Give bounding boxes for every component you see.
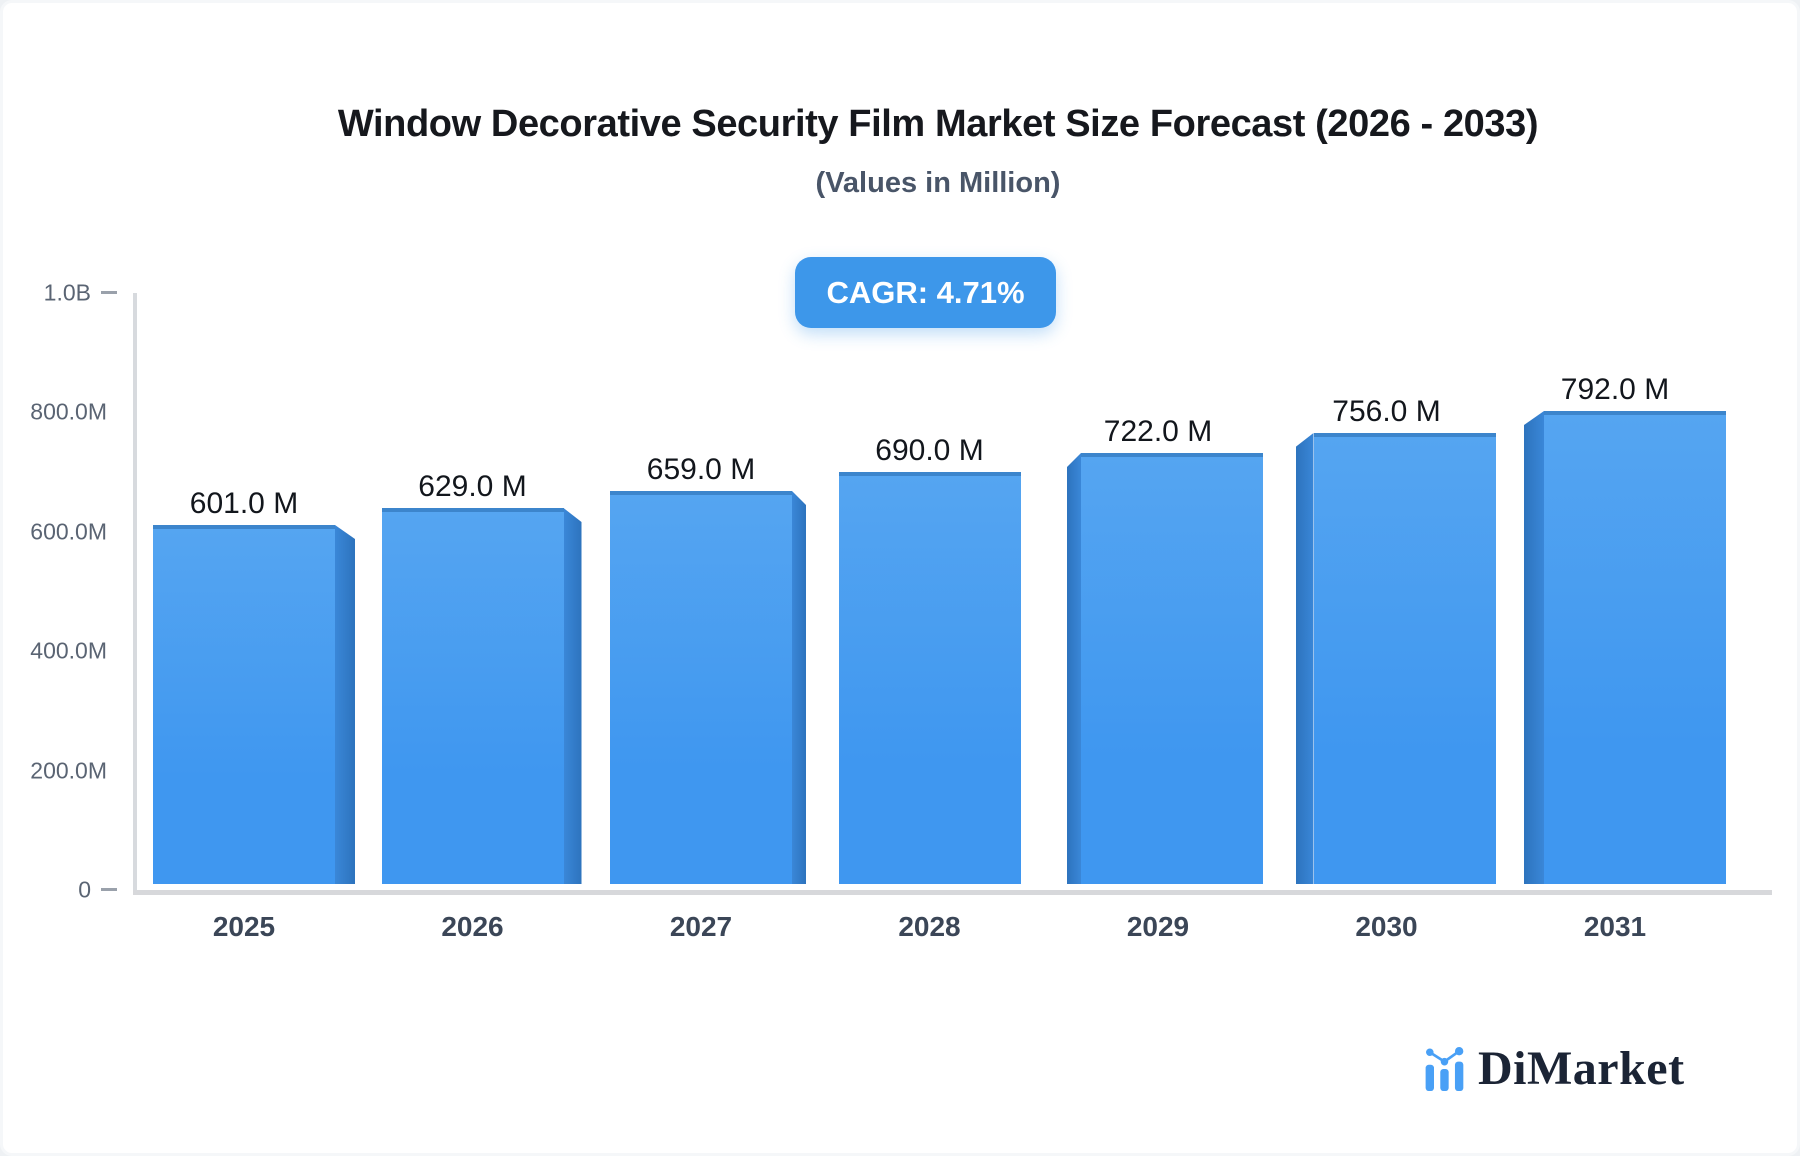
brand-name: DiMarket: [1478, 1042, 1685, 1095]
bar-2029: [1067, 453, 1263, 884]
y-tick-label: 200.0M: [30, 757, 107, 784]
x-category-label: 2029: [1126, 911, 1190, 942]
bar-2028: [838, 472, 1021, 884]
y-tick-label: 800.0M: [30, 398, 107, 425]
x-category-label: 2025: [212, 911, 276, 942]
bar-2026: [381, 508, 582, 884]
bar-front-face: [838, 472, 1021, 884]
y-tick-label: 1.0B: [43, 279, 91, 306]
bar-value-label: 629.0 M: [418, 470, 527, 503]
bar-2025: [153, 525, 355, 884]
bar-value-label: 756.0 M: [1332, 395, 1441, 428]
cagr-badge: CAGR: 4.71%: [795, 257, 1056, 328]
y-tick-label: 0: [78, 876, 91, 903]
x-axis-line: [133, 890, 1772, 895]
y-tick-label: 600.0M: [30, 518, 107, 545]
x-category-label: 2026: [441, 911, 504, 942]
bar-side-face: [563, 508, 582, 884]
bar-2027: [610, 491, 806, 884]
bar-2031: [1524, 411, 1726, 884]
bar-front-face: [1544, 411, 1726, 884]
bar-value-label: 722.0 M: [1103, 415, 1213, 448]
y-tick-dash: [101, 291, 117, 294]
bar-value-label: 601.0 M: [189, 487, 299, 520]
page-subtitle: (Values in Million): [815, 167, 1061, 199]
bar-front-face: [610, 491, 792, 884]
bar-front-face: [153, 525, 335, 884]
y-axis-line: [133, 293, 137, 895]
x-category-label: 2030: [1355, 911, 1418, 942]
bar-value-label: 792.0 M: [1560, 373, 1670, 406]
bar-side-face: [335, 525, 355, 884]
bar-side-face: [1067, 453, 1081, 884]
bar-side-face: [792, 491, 806, 884]
bar-side-face: [1295, 433, 1314, 884]
x-category-label: 2028: [898, 911, 961, 942]
brand-logo: DiMarket: [1425, 1042, 1685, 1095]
bar-front-face: [1081, 453, 1263, 884]
bar-2030: [1295, 433, 1496, 884]
x-category-label: 2031: [1583, 911, 1647, 942]
brand-chart-icon: [1425, 1047, 1464, 1091]
bar-front-face: [381, 508, 564, 884]
x-category-label: 2027: [669, 911, 733, 942]
bar-value-label: 690.0 M: [875, 434, 984, 467]
bar-side-face: [1524, 411, 1544, 884]
page-title: Window Decorative Security Film Market S…: [337, 103, 1539, 145]
y-tick-dash: [101, 888, 117, 891]
y-tick-label: 400.0M: [30, 637, 107, 664]
chart-plot-area: 1.0B 800.0M 600.0M 400.0M 200.0M 0 601.0 M 2025…: [3, 3, 1797, 1153]
bar-front-face: [1313, 433, 1496, 884]
bar-value-label: 659.0 M: [646, 453, 756, 486]
